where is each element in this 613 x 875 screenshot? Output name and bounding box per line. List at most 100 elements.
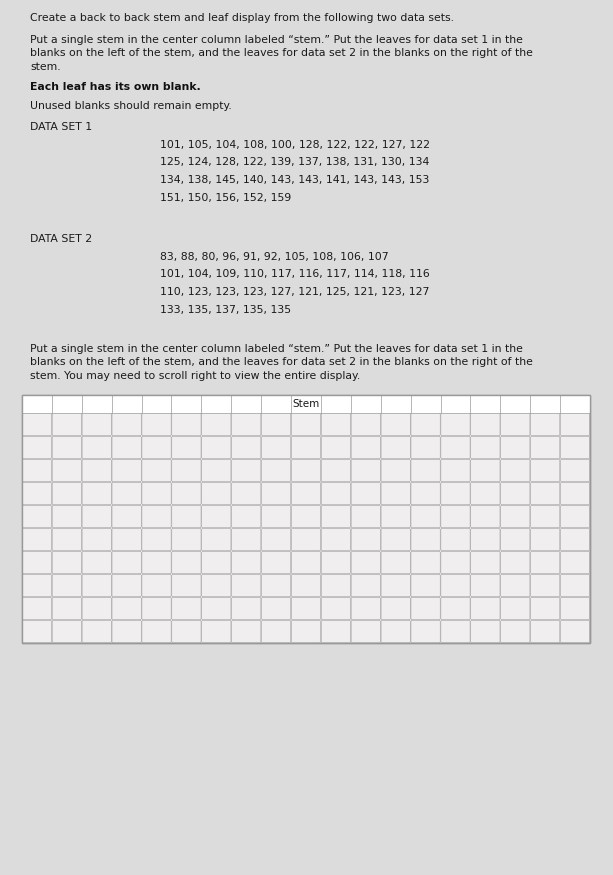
FancyBboxPatch shape (262, 528, 291, 550)
FancyBboxPatch shape (112, 620, 141, 643)
FancyBboxPatch shape (172, 413, 201, 436)
FancyBboxPatch shape (560, 574, 590, 597)
FancyBboxPatch shape (262, 459, 291, 482)
FancyBboxPatch shape (560, 598, 590, 619)
FancyBboxPatch shape (501, 437, 530, 458)
FancyBboxPatch shape (172, 459, 201, 482)
FancyBboxPatch shape (172, 551, 201, 574)
FancyBboxPatch shape (381, 506, 410, 528)
Bar (22, 395, 590, 413)
FancyBboxPatch shape (471, 551, 500, 574)
FancyBboxPatch shape (530, 506, 560, 528)
FancyBboxPatch shape (172, 528, 201, 550)
FancyBboxPatch shape (501, 506, 530, 528)
FancyBboxPatch shape (52, 482, 82, 505)
FancyBboxPatch shape (291, 459, 321, 482)
FancyBboxPatch shape (321, 598, 351, 619)
FancyBboxPatch shape (22, 459, 51, 482)
FancyBboxPatch shape (232, 598, 261, 619)
FancyBboxPatch shape (381, 574, 410, 597)
FancyBboxPatch shape (381, 482, 410, 505)
FancyBboxPatch shape (172, 574, 201, 597)
FancyBboxPatch shape (471, 459, 500, 482)
FancyBboxPatch shape (321, 574, 351, 597)
FancyBboxPatch shape (411, 437, 440, 458)
FancyBboxPatch shape (262, 413, 291, 436)
FancyBboxPatch shape (411, 598, 440, 619)
Text: Unused blanks should remain empty.: Unused blanks should remain empty. (30, 101, 232, 111)
FancyBboxPatch shape (351, 482, 381, 505)
FancyBboxPatch shape (262, 598, 291, 619)
Text: DATA SET 1: DATA SET 1 (30, 123, 92, 132)
FancyBboxPatch shape (52, 574, 82, 597)
FancyBboxPatch shape (321, 482, 351, 505)
Text: 134, 138, 145, 140, 143, 143, 141, 143, 143, 153: 134, 138, 145, 140, 143, 143, 141, 143, … (160, 175, 429, 185)
FancyBboxPatch shape (112, 574, 141, 597)
FancyBboxPatch shape (291, 598, 321, 619)
FancyBboxPatch shape (262, 506, 291, 528)
FancyBboxPatch shape (471, 413, 500, 436)
FancyBboxPatch shape (112, 437, 141, 458)
FancyBboxPatch shape (112, 482, 141, 505)
FancyBboxPatch shape (471, 482, 500, 505)
Text: 101, 104, 109, 110, 117, 116, 117, 114, 118, 116: 101, 104, 109, 110, 117, 116, 117, 114, … (160, 270, 430, 279)
FancyBboxPatch shape (501, 574, 530, 597)
FancyBboxPatch shape (82, 620, 112, 643)
FancyBboxPatch shape (142, 620, 171, 643)
FancyBboxPatch shape (441, 620, 470, 643)
FancyBboxPatch shape (381, 437, 410, 458)
FancyBboxPatch shape (530, 551, 560, 574)
FancyBboxPatch shape (142, 598, 171, 619)
FancyBboxPatch shape (411, 551, 440, 574)
FancyBboxPatch shape (411, 620, 440, 643)
Text: blanks on the left of the stem, and the leaves for data set 2 in the blanks on t: blanks on the left of the stem, and the … (30, 357, 533, 368)
FancyBboxPatch shape (142, 459, 171, 482)
FancyBboxPatch shape (82, 459, 112, 482)
FancyBboxPatch shape (560, 459, 590, 482)
FancyBboxPatch shape (351, 551, 381, 574)
FancyBboxPatch shape (232, 413, 261, 436)
FancyBboxPatch shape (202, 506, 231, 528)
FancyBboxPatch shape (112, 598, 141, 619)
FancyBboxPatch shape (112, 459, 141, 482)
FancyBboxPatch shape (411, 482, 440, 505)
FancyBboxPatch shape (142, 574, 171, 597)
FancyBboxPatch shape (501, 459, 530, 482)
Text: stem. You may need to scroll right to view the entire display.: stem. You may need to scroll right to vi… (30, 371, 360, 381)
FancyBboxPatch shape (82, 482, 112, 505)
FancyBboxPatch shape (202, 598, 231, 619)
FancyBboxPatch shape (291, 528, 321, 550)
FancyBboxPatch shape (351, 574, 381, 597)
FancyBboxPatch shape (202, 459, 231, 482)
FancyBboxPatch shape (441, 459, 470, 482)
Text: Stem: Stem (292, 399, 319, 409)
FancyBboxPatch shape (381, 598, 410, 619)
Text: stem.: stem. (30, 61, 61, 72)
FancyBboxPatch shape (381, 551, 410, 574)
FancyBboxPatch shape (560, 506, 590, 528)
FancyBboxPatch shape (321, 620, 351, 643)
FancyBboxPatch shape (232, 482, 261, 505)
Text: Create a back to back stem and leaf display from the following two data sets.: Create a back to back stem and leaf disp… (30, 13, 454, 23)
FancyBboxPatch shape (530, 459, 560, 482)
FancyBboxPatch shape (202, 482, 231, 505)
FancyBboxPatch shape (351, 413, 381, 436)
Bar (22, 395, 590, 643)
FancyBboxPatch shape (262, 620, 291, 643)
FancyBboxPatch shape (501, 551, 530, 574)
Text: 101, 105, 104, 108, 100, 128, 122, 122, 127, 122: 101, 105, 104, 108, 100, 128, 122, 122, … (160, 140, 430, 150)
Text: 125, 124, 128, 122, 139, 137, 138, 131, 130, 134: 125, 124, 128, 122, 139, 137, 138, 131, … (160, 158, 429, 167)
FancyBboxPatch shape (232, 459, 261, 482)
FancyBboxPatch shape (411, 574, 440, 597)
FancyBboxPatch shape (530, 482, 560, 505)
FancyBboxPatch shape (112, 551, 141, 574)
FancyBboxPatch shape (381, 620, 410, 643)
Text: 83, 88, 80, 96, 91, 92, 105, 108, 106, 107: 83, 88, 80, 96, 91, 92, 105, 108, 106, 1… (160, 252, 389, 262)
FancyBboxPatch shape (232, 506, 261, 528)
FancyBboxPatch shape (291, 620, 321, 643)
FancyBboxPatch shape (112, 413, 141, 436)
FancyBboxPatch shape (232, 437, 261, 458)
FancyBboxPatch shape (530, 528, 560, 550)
FancyBboxPatch shape (52, 620, 82, 643)
FancyBboxPatch shape (82, 506, 112, 528)
